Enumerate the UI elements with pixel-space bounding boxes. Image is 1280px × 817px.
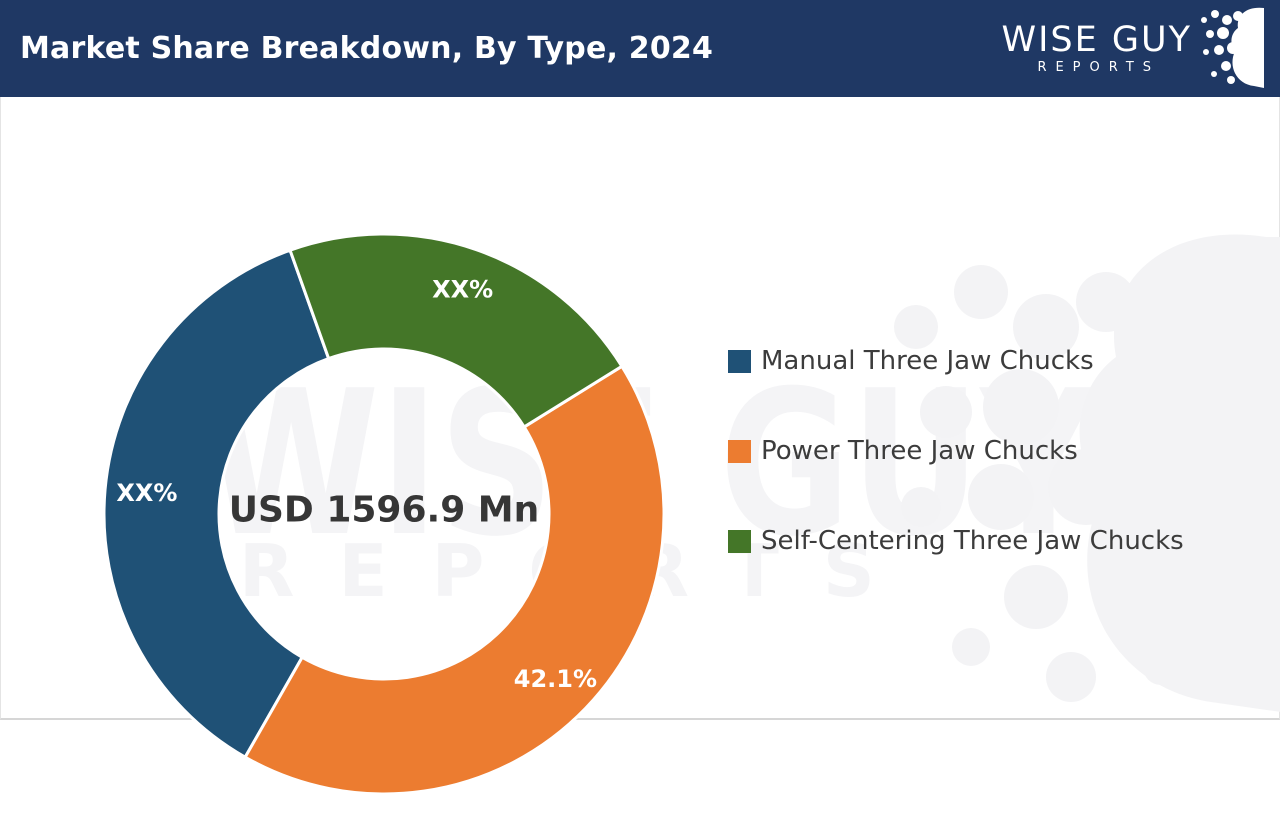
legend-label: Power Three Jaw Chucks [761, 435, 1078, 466]
legend-item-1: Power Three Jaw Chucks [728, 434, 1184, 468]
brand-text: WISE GUY REPORTS [1001, 21, 1192, 76]
legend-swatch-icon [728, 349, 751, 373]
legend-swatch-icon [728, 439, 751, 463]
chart-area: WISE GUY REPORTS XX%42.1%XX% USD 1596.9 … [0, 97, 1280, 796]
segment-label-1: 42.1% [514, 665, 597, 693]
segment-label-0: XX% [116, 479, 177, 507]
donut-segment-2 [288, 232, 624, 429]
brand-logo: WISE GUY REPORTS [1001, 6, 1266, 90]
legend-label: Self-Centering Three Jaw Chucks [761, 525, 1184, 556]
dotted-face-icon [1201, 7, 1264, 88]
legend-item-2: Self-Centering Three Jaw Chucks [728, 524, 1184, 558]
legend-item-0: Manual Three Jaw Chucks [728, 344, 1184, 378]
legend: Manual Three Jaw Chucks Power Three Jaw C… [728, 344, 1184, 614]
donut-segment-1 [243, 364, 666, 796]
legend-label: Manual Three Jaw Chucks [761, 345, 1094, 376]
legend-swatch-icon [728, 529, 751, 553]
donut-center-label: USD 1596.9 Mn [228, 489, 540, 531]
brand-name: WISE GUY [1001, 19, 1192, 60]
brand-sub: REPORTS [1037, 60, 1161, 76]
segment-label-2: XX% [432, 275, 493, 303]
header-bar: Market Share Breakdown, By Type, 2024 WI… [0, 0, 1280, 97]
donut-chart: XX% 42.1% XX% [102, 232, 666, 796]
page-title: Market Share Breakdown, By Type, 2024 [20, 31, 714, 66]
